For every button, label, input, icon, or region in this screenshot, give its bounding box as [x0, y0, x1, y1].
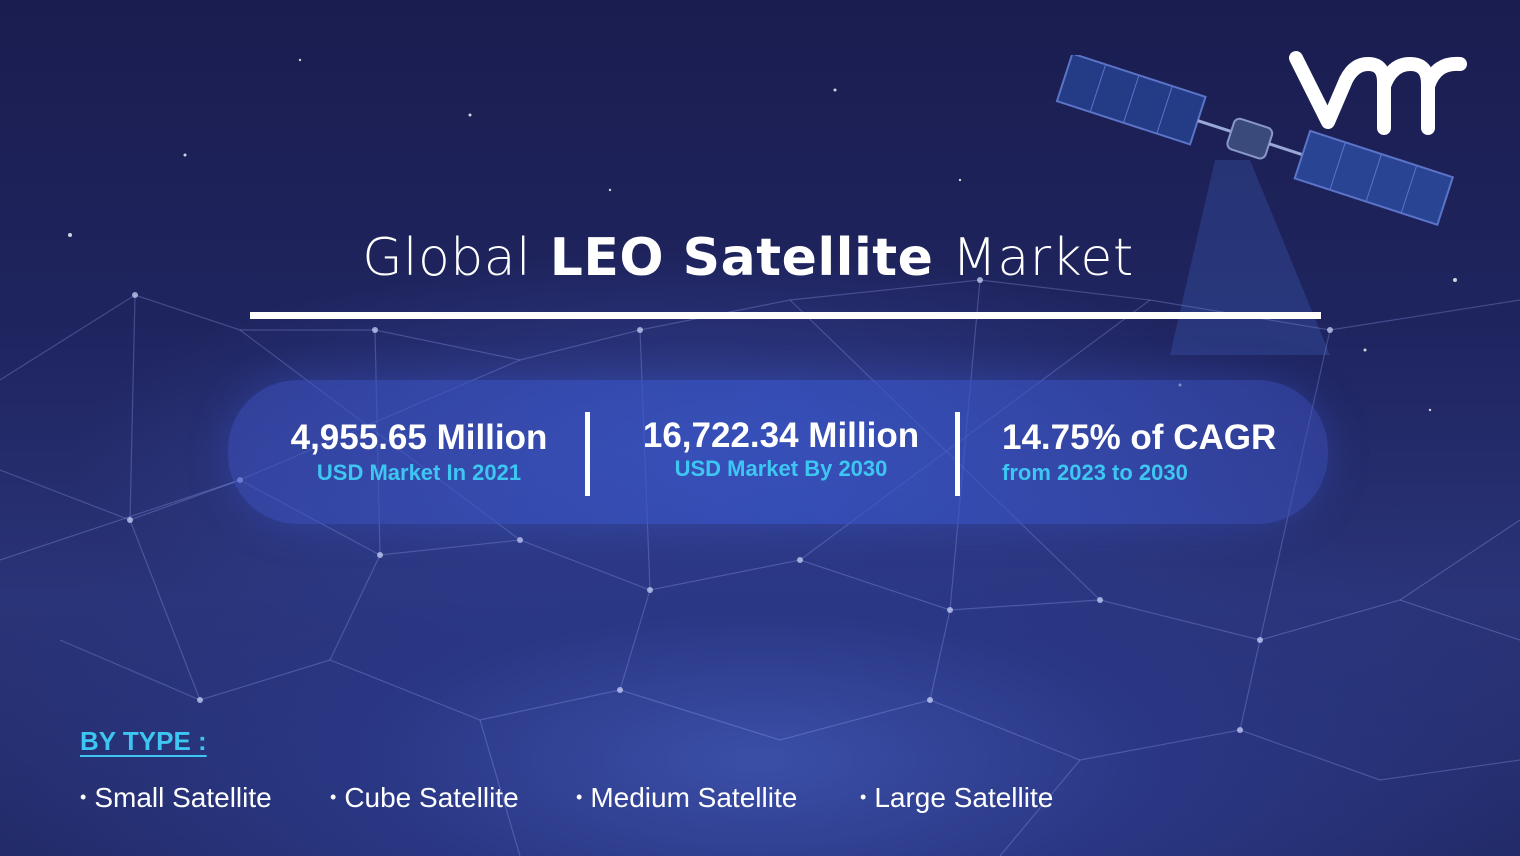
stat-caption: from 2023 to 2030: [1002, 460, 1188, 485]
bullet-icon: •: [860, 787, 867, 807]
segment-heading: BY TYPE :: [80, 726, 207, 756]
stat-caption: USD Market In 2021: [316, 460, 522, 485]
stat-value: 16,722.34 Million: [642, 416, 920, 455]
page-title: Global LEO Satellite Market: [0, 228, 1496, 288]
stat-divider: [955, 412, 960, 496]
segment-item: • Large Satellite: [860, 782, 1053, 814]
bullet-icon: •: [576, 787, 583, 807]
segment-label: Large Satellite: [874, 782, 1054, 813]
stat-value: 14.75% of CAGR: [1002, 418, 1277, 457]
segment-label: Cube Satellite: [344, 782, 519, 813]
segment-item: • Cube Satellite: [330, 782, 519, 814]
title-suffix: Market: [952, 228, 1134, 288]
segment-item: • Medium Satellite: [576, 782, 797, 814]
stat-divider: [585, 412, 590, 496]
segment-label: Small Satellite: [94, 782, 272, 813]
stat-caption: USD Market By 2030: [674, 456, 888, 481]
segment-item: • Small Satellite: [80, 782, 272, 814]
stat-cagr: 14.75% of CAGR from 2023 to 2030: [1002, 418, 1302, 488]
title-underline: [250, 312, 1321, 319]
bullet-icon: •: [80, 787, 87, 807]
title-emphasis: LEO Satellite: [549, 228, 934, 288]
segment-list: • Small Satellite • Cube Satellite • Medium…: [80, 782, 1180, 818]
segment-label: Medium Satellite: [590, 782, 798, 813]
vmr-logo: [1289, 51, 1467, 135]
stat-market-2021: 4,955.65 Million USD Market In 2021: [274, 418, 564, 488]
stat-value: 4,955.65 Million: [290, 418, 548, 457]
bullet-icon: •: [330, 787, 337, 807]
market-stats-panel: 4,955.65 Million USD Market In 2021 16,7…: [228, 380, 1328, 524]
title-prefix: Global: [362, 228, 532, 288]
stat-market-2030: 16,722.34 Million USD Market By 2030: [628, 416, 934, 482]
satellite-illustration: [1055, 55, 1455, 355]
